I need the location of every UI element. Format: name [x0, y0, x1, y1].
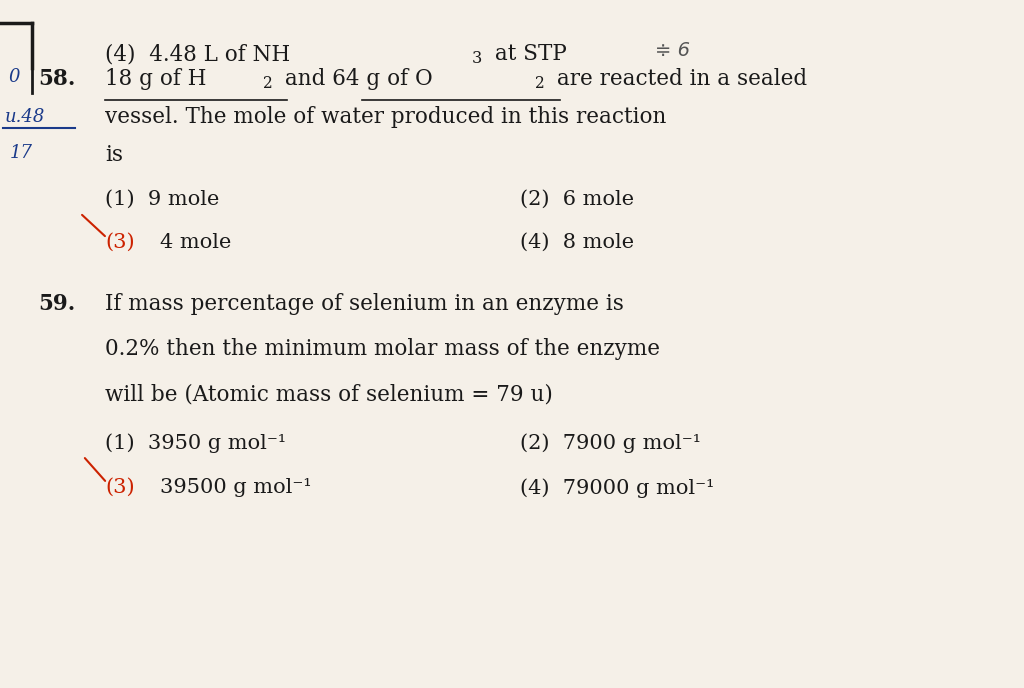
Text: 18 g of H: 18 g of H [105, 68, 207, 90]
Text: vessel. The mole of water produced in this reaction: vessel. The mole of water produced in th… [105, 106, 667, 128]
Text: 0.2% then the minimum molar mass of the enzyme: 0.2% then the minimum molar mass of the … [105, 338, 660, 360]
Text: 0: 0 [8, 68, 19, 86]
Text: and 64 g of O: and 64 g of O [278, 68, 433, 90]
Text: will be (Atomic mass of selenium = 79 u): will be (Atomic mass of selenium = 79 u) [105, 383, 553, 405]
Text: (1)  3950 g mol⁻¹: (1) 3950 g mol⁻¹ [105, 433, 286, 453]
Text: (4)  8 mole: (4) 8 mole [520, 233, 634, 252]
Text: (1)  9 mole: (1) 9 mole [105, 190, 219, 209]
Text: (2)  7900 g mol⁻¹: (2) 7900 g mol⁻¹ [520, 433, 701, 453]
Text: u.48: u.48 [5, 108, 45, 126]
Text: at STP: at STP [488, 43, 566, 65]
Text: 17: 17 [10, 144, 33, 162]
Text: (3): (3) [105, 233, 134, 252]
Text: 3: 3 [472, 50, 482, 67]
Text: (4)  79000 g mol⁻¹: (4) 79000 g mol⁻¹ [520, 478, 715, 497]
Text: is: is [105, 144, 123, 166]
Text: 59.: 59. [38, 293, 75, 315]
Text: (2)  6 mole: (2) 6 mole [520, 190, 634, 209]
Text: 4 mole: 4 mole [160, 233, 231, 252]
Text: (4)  4.48 L of NH: (4) 4.48 L of NH [105, 43, 290, 65]
Text: (3): (3) [105, 478, 134, 497]
Text: are reacted in a sealed: are reacted in a sealed [550, 68, 807, 90]
Text: 2: 2 [535, 75, 545, 92]
Text: 2: 2 [263, 75, 272, 92]
Text: ≑ 6: ≑ 6 [655, 41, 690, 60]
Text: 58.: 58. [38, 68, 76, 90]
Text: If mass percentage of selenium in an enzyme is: If mass percentage of selenium in an enz… [105, 293, 624, 315]
Text: 39500 g mol⁻¹: 39500 g mol⁻¹ [160, 478, 311, 497]
